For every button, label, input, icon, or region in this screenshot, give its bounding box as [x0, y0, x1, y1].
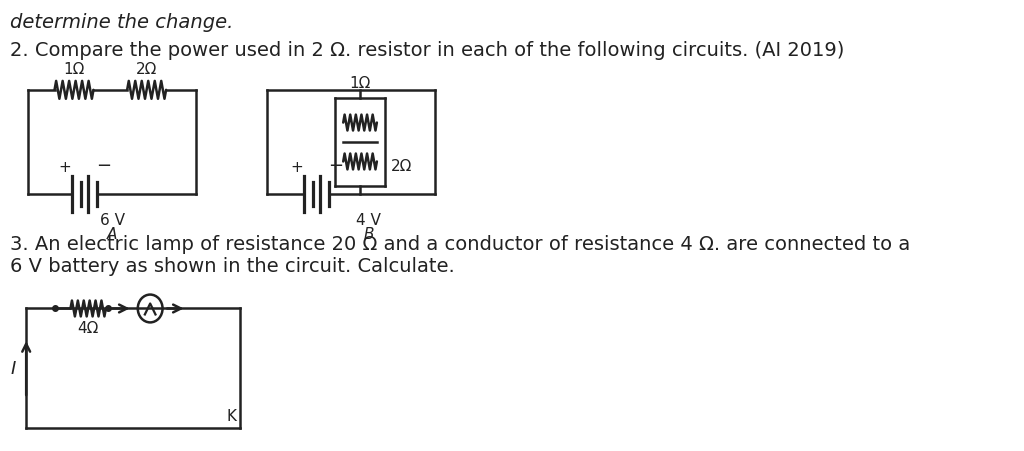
Text: 4 V: 4 V [356, 212, 381, 228]
Text: +: + [58, 160, 72, 175]
Text: 6 V: 6 V [99, 212, 125, 228]
Text: I: I [10, 359, 15, 377]
Text: 2Ω: 2Ω [136, 62, 158, 77]
Text: 2. Compare the power used in 2 Ω. resistor in each of the following circuits. (A: 2. Compare the power used in 2 Ω. resist… [10, 41, 845, 60]
Text: K: K [226, 408, 237, 423]
Text: 2Ω: 2Ω [391, 159, 413, 174]
Text: A: A [106, 226, 118, 241]
Text: 1Ω: 1Ω [63, 62, 85, 77]
Text: −: − [328, 157, 343, 175]
Text: B: B [364, 226, 374, 241]
Text: 3. An electric lamp of resistance 20 Ω and a conductor of resistance 4 Ω. are co: 3. An electric lamp of resistance 20 Ω a… [10, 235, 910, 275]
Text: −: − [95, 157, 111, 175]
Text: determine the change.: determine the change. [10, 13, 233, 32]
Text: 1Ω: 1Ω [349, 76, 371, 91]
Text: 4Ω: 4Ω [78, 321, 99, 336]
Text: +: + [291, 160, 303, 175]
